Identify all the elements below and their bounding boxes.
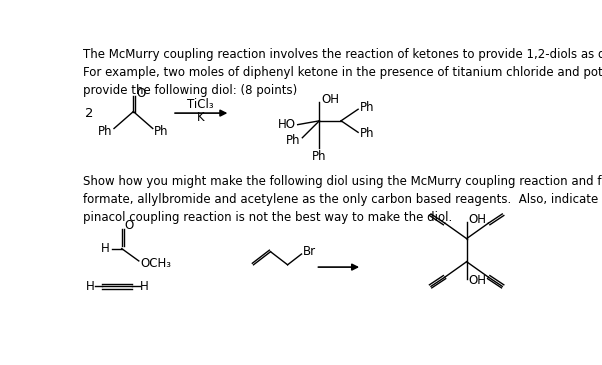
Text: OH: OH xyxy=(321,93,339,106)
Text: K: K xyxy=(197,111,205,124)
Text: H: H xyxy=(140,280,149,293)
Text: 2: 2 xyxy=(85,107,94,120)
Text: HO: HO xyxy=(278,118,296,131)
Text: OH: OH xyxy=(468,274,486,288)
Text: Ph: Ph xyxy=(287,134,301,147)
Text: Br: Br xyxy=(303,245,316,258)
Text: Show how you might make the following diol using the McMurry coupling reaction a: Show how you might make the following di… xyxy=(83,175,602,224)
Text: H: H xyxy=(101,242,110,255)
Text: OH: OH xyxy=(468,213,486,226)
Text: O: O xyxy=(125,219,134,232)
Text: Ph: Ph xyxy=(359,127,374,141)
Text: Ph: Ph xyxy=(359,101,374,114)
Text: Ph: Ph xyxy=(98,125,113,138)
Text: Ph: Ph xyxy=(154,125,169,138)
Text: TiCl₃: TiCl₃ xyxy=(187,98,214,111)
Text: OCH₃: OCH₃ xyxy=(140,257,172,270)
Text: The McMurry coupling reaction involves the reaction of ketones to provide 1,2-di: The McMurry coupling reaction involves t… xyxy=(83,48,602,97)
Text: Ph: Ph xyxy=(312,150,327,163)
Text: H: H xyxy=(86,280,95,293)
Text: O: O xyxy=(137,87,146,100)
